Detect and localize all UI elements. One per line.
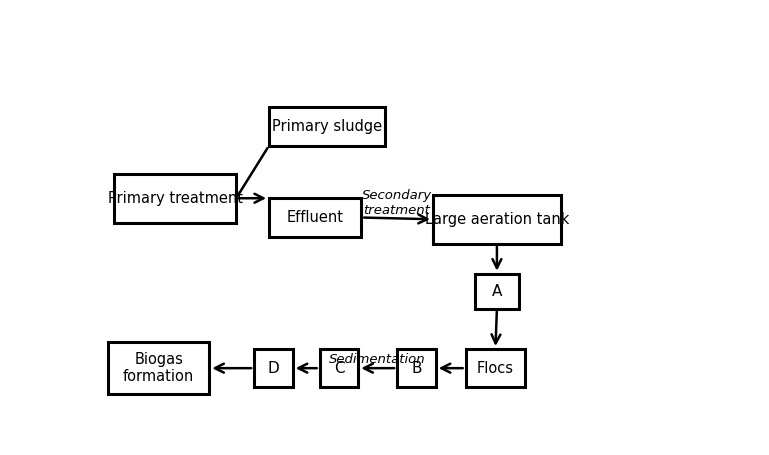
FancyBboxPatch shape <box>397 349 436 388</box>
Text: Sedimentation: Sedimentation <box>329 354 426 366</box>
Text: C: C <box>334 361 345 376</box>
FancyBboxPatch shape <box>466 349 525 388</box>
Text: Flocs: Flocs <box>477 361 514 376</box>
Text: D: D <box>268 361 279 376</box>
Text: Effluent: Effluent <box>287 210 344 225</box>
Text: Primary treatment: Primary treatment <box>108 191 242 206</box>
Text: Secondary
treatment: Secondary treatment <box>362 189 432 217</box>
FancyBboxPatch shape <box>474 273 519 308</box>
Text: B: B <box>411 361 421 376</box>
FancyBboxPatch shape <box>320 349 358 388</box>
FancyBboxPatch shape <box>433 195 561 244</box>
Text: Biogas
formation: Biogas formation <box>123 352 195 384</box>
Text: Large aeration tank: Large aeration tank <box>424 212 569 227</box>
FancyBboxPatch shape <box>254 349 293 388</box>
FancyBboxPatch shape <box>114 174 236 223</box>
Text: A: A <box>491 283 502 298</box>
FancyBboxPatch shape <box>269 198 361 237</box>
Text: Primary sludge: Primary sludge <box>272 119 382 134</box>
FancyBboxPatch shape <box>108 342 209 394</box>
FancyBboxPatch shape <box>269 107 385 146</box>
